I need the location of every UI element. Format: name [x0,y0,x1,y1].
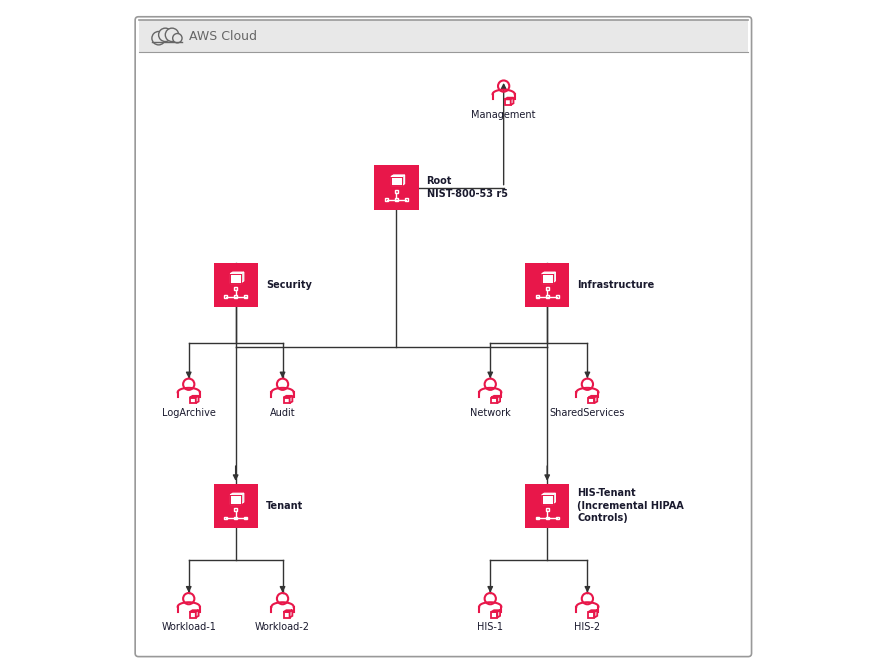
Polygon shape [504,98,514,99]
Polygon shape [589,610,598,612]
Polygon shape [553,493,555,504]
Polygon shape [391,175,405,177]
Polygon shape [190,396,199,397]
Text: Workload-1: Workload-1 [161,622,216,632]
FancyBboxPatch shape [546,287,548,290]
FancyBboxPatch shape [546,517,548,519]
Circle shape [165,28,179,42]
Polygon shape [491,610,500,612]
FancyBboxPatch shape [136,17,752,657]
Text: AWS Cloud: AWS Cloud [188,29,257,43]
FancyBboxPatch shape [385,198,388,201]
FancyBboxPatch shape [244,295,247,298]
FancyBboxPatch shape [536,295,539,298]
Polygon shape [283,610,292,612]
Polygon shape [241,272,244,283]
Polygon shape [510,98,514,105]
Polygon shape [190,612,195,618]
Polygon shape [290,396,292,403]
FancyBboxPatch shape [374,165,419,210]
Polygon shape [391,177,402,186]
Polygon shape [542,494,553,504]
FancyBboxPatch shape [546,509,548,511]
Polygon shape [553,272,555,283]
FancyBboxPatch shape [234,287,237,290]
Polygon shape [231,493,244,494]
FancyBboxPatch shape [525,484,569,528]
Circle shape [158,28,172,42]
Text: Infrastructure: Infrastructure [577,280,655,289]
Polygon shape [402,175,405,186]
Polygon shape [195,610,199,618]
Polygon shape [589,612,594,618]
FancyBboxPatch shape [224,517,227,519]
Text: Security: Security [266,280,312,289]
Text: HIS-Tenant
(Incremental HIPAA
Controls): HIS-Tenant (Incremental HIPAA Controls) [577,488,684,523]
FancyBboxPatch shape [224,295,227,298]
Polygon shape [497,610,500,618]
Text: LogArchive: LogArchive [162,408,216,418]
Polygon shape [195,396,199,403]
FancyBboxPatch shape [138,20,748,52]
Polygon shape [283,612,290,618]
Polygon shape [290,610,292,618]
Polygon shape [491,396,500,397]
Polygon shape [542,274,553,283]
Polygon shape [542,272,555,274]
FancyBboxPatch shape [234,509,237,511]
Polygon shape [283,396,292,397]
FancyBboxPatch shape [214,263,258,307]
Polygon shape [283,397,290,403]
Circle shape [152,31,165,45]
Polygon shape [594,610,598,618]
Polygon shape [491,397,497,403]
FancyBboxPatch shape [555,517,559,519]
Text: HIS-1: HIS-1 [477,622,503,632]
Text: SharedServices: SharedServices [550,408,625,418]
Circle shape [172,34,182,43]
Polygon shape [542,493,555,494]
Text: Tenant: Tenant [266,501,303,511]
FancyBboxPatch shape [405,198,407,201]
FancyBboxPatch shape [244,517,247,519]
Polygon shape [190,397,195,403]
Polygon shape [491,612,497,618]
Text: Root
NIST-800-53 r5: Root NIST-800-53 r5 [427,176,508,199]
Polygon shape [589,397,594,403]
Polygon shape [231,494,241,504]
Text: Workload-2: Workload-2 [255,622,310,632]
Polygon shape [589,396,598,397]
Polygon shape [504,99,510,105]
FancyBboxPatch shape [525,263,569,307]
FancyBboxPatch shape [546,295,548,298]
Text: Network: Network [470,408,510,418]
FancyBboxPatch shape [536,517,539,519]
FancyBboxPatch shape [234,295,237,298]
Polygon shape [497,396,500,403]
Polygon shape [241,493,244,504]
Text: HIS-2: HIS-2 [575,622,600,632]
FancyBboxPatch shape [555,295,559,298]
Polygon shape [594,396,598,403]
Text: Audit: Audit [270,408,296,418]
Polygon shape [231,272,244,274]
FancyBboxPatch shape [234,517,237,519]
Polygon shape [231,274,241,283]
FancyBboxPatch shape [395,190,398,193]
FancyBboxPatch shape [214,484,258,528]
FancyBboxPatch shape [395,198,398,201]
Text: Management: Management [472,110,536,120]
Polygon shape [190,610,199,612]
